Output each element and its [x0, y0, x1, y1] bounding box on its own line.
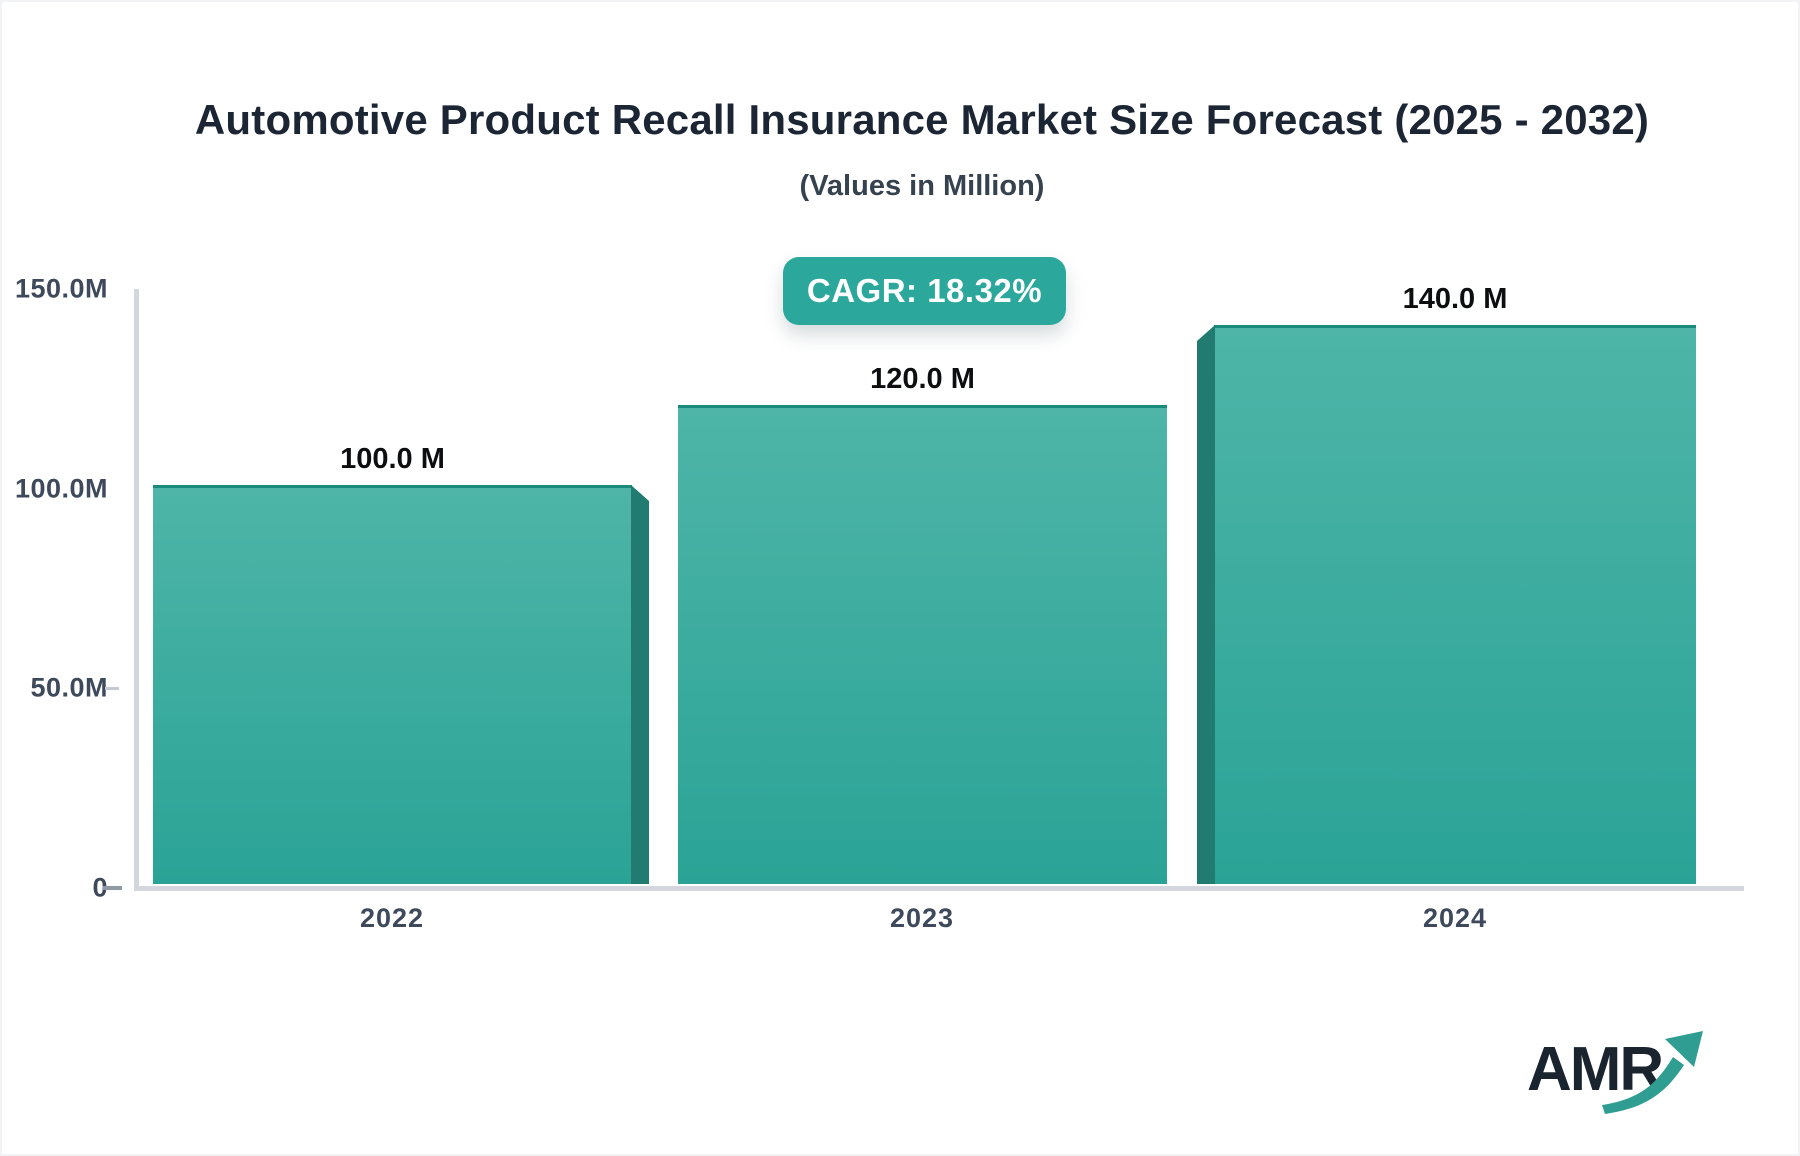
y-tick-label-150: 150.0M [14, 273, 108, 304]
bar-rect-2022[interactable] [153, 485, 649, 884]
bar-3d-side-2022 [631, 485, 649, 884]
y-tick-label-0: 0 [92, 872, 108, 903]
amr-logo-arrow-swoosh [1602, 1057, 1684, 1114]
bar-3d-side-2024 [1197, 325, 1215, 884]
chart-subtitle: (Values in Million) [799, 170, 1045, 202]
bar-value-label-2024: 140.0 M [1402, 283, 1508, 315]
y-tick-label-50: 50.0M [30, 672, 108, 703]
y-tick-label-100: 100.0M [14, 473, 108, 504]
x-tick-label-2023: 2023 [889, 903, 955, 933]
x-axis-line [134, 886, 1744, 891]
x-tick-label-2024: 2024 [1422, 903, 1488, 933]
x-tick-label-2022: 2022 [359, 903, 425, 933]
y-axis-line [134, 289, 139, 891]
bar-group-2023[interactable]: 120.0 M [678, 363, 1167, 884]
cagr-badge: CAGR: 18.32% [783, 257, 1066, 325]
bar-rect-2023[interactable] [678, 405, 1167, 884]
chart-title: Automotive Product Recall Insurance Mark… [194, 96, 1650, 143]
cagr-badge-label: CAGR: 18.32% [806, 272, 1043, 309]
bar-rect-2024[interactable] [1197, 325, 1696, 884]
y-tick-mark-50 [105, 687, 119, 690]
bar-group-2022[interactable]: 100.0 M [153, 443, 649, 884]
amr-logo: AMR [1527, 1031, 1703, 1114]
y-tick-mark-0 [103, 886, 122, 890]
amr-logo-arrow-head [1665, 1031, 1703, 1067]
bar-group-2024[interactable]: 140.0 M [1197, 283, 1696, 884]
bar-value-label-2023: 120.0 M [870, 363, 975, 395]
bar-value-label-2022: 100.0 M [340, 443, 445, 475]
